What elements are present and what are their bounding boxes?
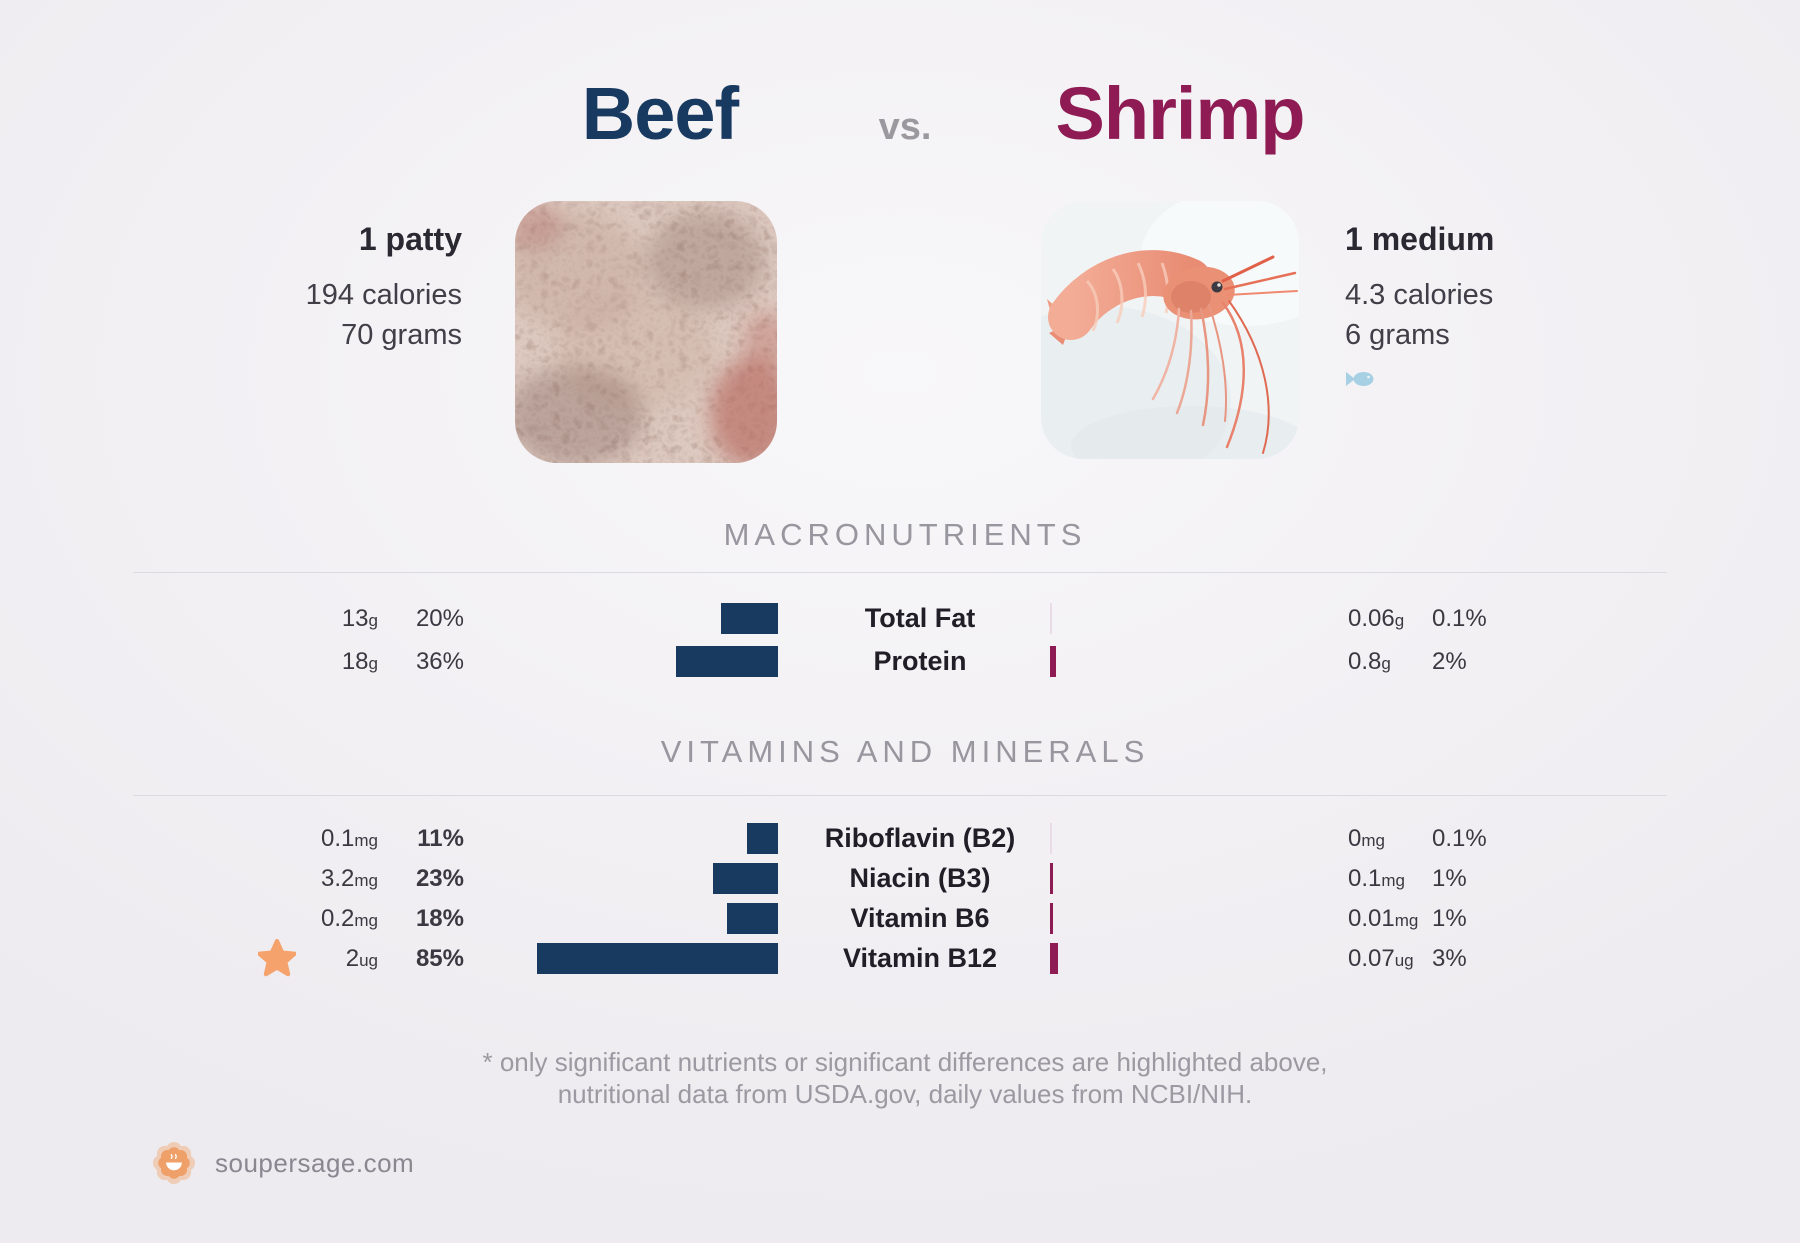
beef-amount: 0.1mg [321, 825, 378, 852]
beef-percent: 18% [415, 905, 464, 932]
beef-percent: 36% [415, 648, 464, 675]
nutrient-label: Vitamin B12 [842, 943, 998, 973]
vs-label: vs. [878, 106, 932, 148]
shrimp-title: Shrimp [1055, 72, 1306, 155]
beef-bar [721, 603, 778, 634]
beef-serving-size: 1 patty [358, 221, 462, 257]
beef-bar [746, 823, 778, 854]
shrimp-weight: 6 grams [1345, 319, 1450, 351]
soup-bowl-flower-icon [153, 1142, 195, 1184]
beef-weight: 70 grams [341, 319, 462, 351]
beef-percent: 23% [415, 865, 464, 892]
ground-beef-texture [515, 201, 777, 463]
beef-bar [727, 903, 778, 934]
shrimp-calories: 4.3 calories [1345, 279, 1494, 311]
beef-amount: 3.2mg [321, 865, 378, 892]
nutrient-row-protein: 18g 36% Protein 0.8g 2% [0, 646, 1800, 677]
shrimp-bar [1050, 943, 1059, 974]
beef-calories: 194 calories [305, 279, 462, 311]
shrimp-percent: 2% [1432, 648, 1467, 675]
fish-icon [1345, 368, 1675, 390]
nutrient-label: Niacin (B3) [849, 863, 991, 893]
nutrient-label: Protein [873, 646, 967, 676]
nutrient-row-niacin: 3.2mg 23% Niacin (B3) 0.1mg 1% [0, 863, 1800, 894]
footnote-line-2: nutritional data from USDA.gov, daily va… [557, 1079, 1253, 1109]
shrimp-bar [1050, 863, 1053, 894]
shrimp-photo [1041, 201, 1299, 459]
shrimp-amount: 0.01mg [1348, 905, 1419, 932]
nutrient-label: Riboflavin (B2) [824, 823, 1016, 853]
footnote: * only significant nutrients or signific… [5, 1046, 1800, 1110]
beef-serving-block: 1 patty 194 calories 70 grams [150, 222, 462, 352]
section-divider [133, 795, 1667, 796]
nutrient-label: Total Fat [864, 603, 976, 633]
nutrient-label: Vitamin B6 [850, 903, 990, 933]
shrimp-illustration [1041, 201, 1299, 459]
nutrient-row-total-fat: 13g 20% Total Fat 0.06g 0.1% [0, 603, 1800, 634]
shrimp-percent: 0.1% [1432, 825, 1487, 852]
shrimp-percent: 1% [1432, 905, 1467, 932]
shrimp-bar [1050, 603, 1052, 634]
shrimp-amount: 0.1mg [1348, 865, 1405, 892]
macronutrients-heading: MACRONUTRIENTS [723, 517, 1087, 552]
beef-amount: 13g [341, 605, 378, 632]
shrimp-serving-block: 1 medium 4.3 calories 6 grams [1345, 222, 1675, 390]
shrimp-amount: 0.06g [1348, 605, 1405, 632]
section-divider [133, 572, 1667, 573]
beef-percent: 20% [415, 605, 464, 632]
brand-link[interactable]: soupersage.com [215, 1147, 415, 1178]
beef-percent: 85% [415, 945, 464, 972]
shrimp-bar [1050, 823, 1052, 854]
shrimp-percent: 3% [1432, 945, 1467, 972]
brand-logo: soupersage.com [153, 1142, 414, 1184]
shrimp-amount: 0mg [1348, 825, 1385, 852]
beef-percent: 11% [417, 825, 464, 852]
shrimp-bar [1050, 646, 1056, 677]
shrimp-serving-size: 1 medium [1345, 221, 1495, 257]
beef-amount: 2ug [345, 945, 378, 972]
beef-amount: 18g [341, 648, 378, 675]
beef-photo [515, 201, 777, 463]
beef-title: Beef [581, 72, 739, 155]
beef-bar [537, 943, 778, 974]
shrimp-bar [1050, 903, 1053, 934]
nutrient-row-riboflavin: 0.1mg 11% Riboflavin (B2) 0mg 0.1% [0, 823, 1800, 854]
beef-bar [712, 863, 778, 894]
nutrient-row-vitamin-b6: 0.2mg 18% Vitamin B6 0.01mg 1% [0, 903, 1800, 934]
shrimp-amount: 0.07ug [1348, 945, 1414, 972]
footnote-line-1: * only significant nutrients or signific… [482, 1047, 1328, 1077]
shrimp-amount: 0.8g [1348, 648, 1391, 675]
vitamins-heading: VITAMINS AND MINERALS [660, 734, 1150, 769]
star-icon [257, 939, 297, 977]
shrimp-percent: 1% [1432, 865, 1467, 892]
shrimp-percent: 0.1% [1432, 605, 1487, 632]
beef-bar [676, 646, 778, 677]
beef-amount: 0.2mg [321, 905, 378, 932]
nutrient-row-vitamin-b12: 2ug 85% Vitamin B12 0.07ug 3% [0, 939, 1800, 977]
